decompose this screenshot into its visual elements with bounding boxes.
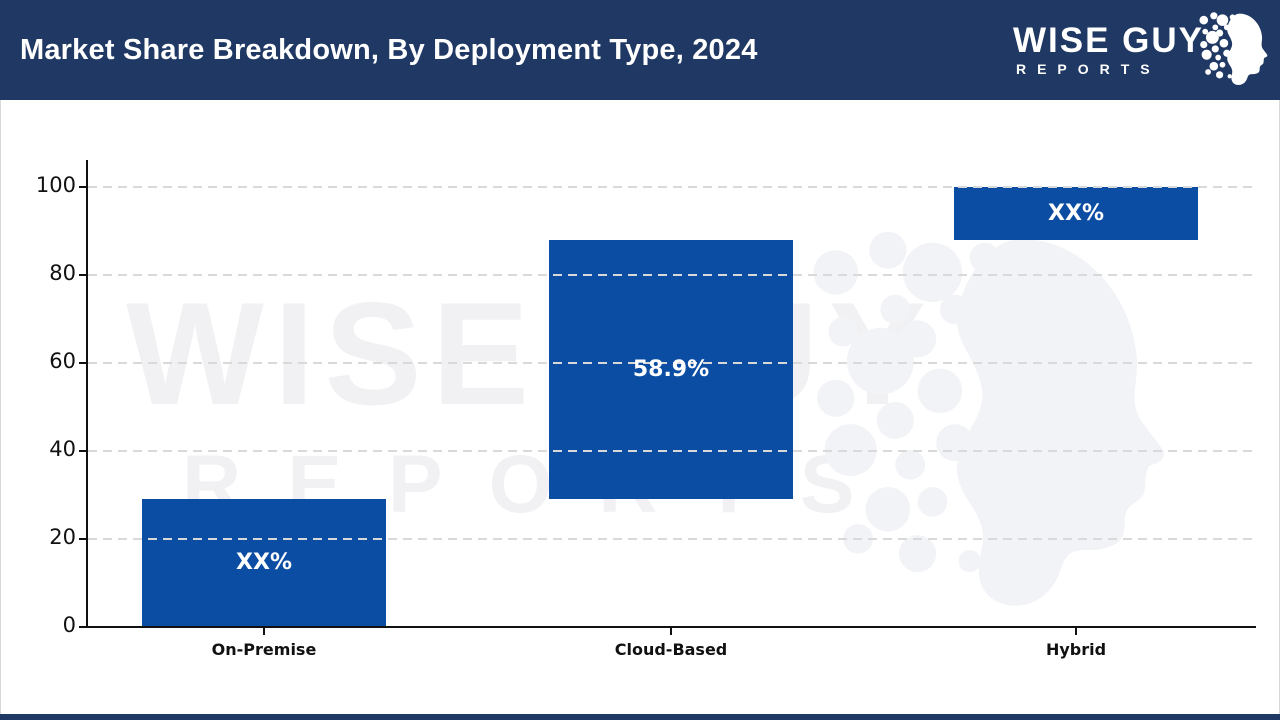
gridline-100 [88, 186, 1256, 188]
x-axis-line [86, 626, 1256, 628]
bar-value-label-Cloud-Based: 58.9% [632, 357, 710, 383]
wise-guy-reports-logo: WISE GUY REPORTS [1013, 4, 1270, 96]
y-axis-line [86, 160, 88, 628]
bar-On-Premise [142, 499, 386, 627]
x-tick-mark-On-Premise [263, 628, 265, 635]
logo-wordmark: WISE GUY [1012, 21, 1204, 60]
y-tick-label-40: 40 [49, 437, 76, 461]
gridline-80 [88, 274, 1256, 276]
y-tick-label-100: 100 [35, 173, 76, 197]
watermark-head-silhouette [813, 231, 1165, 606]
x-tick-mark-Cloud-Based [670, 628, 672, 635]
footer-bar [0, 714, 1280, 720]
y-tick-label-0: 0 [62, 613, 76, 637]
y-tick-mark-80 [79, 274, 86, 276]
gridline-20 [88, 538, 1256, 540]
gridline-40 [88, 450, 1256, 452]
bar-value-label-Hybrid: XX% [1048, 201, 1104, 226]
x-category-label-Hybrid: Hybrid [1045, 640, 1107, 659]
header-bar: Market Share Breakdown, By Deployment Ty… [0, 0, 1280, 100]
y-tick-label-20: 20 [49, 525, 76, 549]
y-tick-mark-60 [79, 362, 86, 364]
logo-subtitle: REPORTS [1015, 61, 1161, 77]
bar-Hybrid [954, 187, 1198, 241]
x-tick-mark-Hybrid [1075, 628, 1077, 635]
gridline-60 [88, 362, 1256, 364]
y-tick-label-80: 80 [49, 261, 76, 285]
y-tick-mark-40 [79, 450, 86, 452]
x-category-label-Cloud-Based: Cloud-Based [614, 640, 728, 659]
page-title: Market Share Breakdown, By Deployment Ty… [20, 33, 758, 66]
bar-value-label-On-Premise: XX% [236, 550, 292, 576]
y-tick-label-60: 60 [49, 349, 76, 373]
y-tick-mark-20 [79, 538, 86, 540]
bar-Cloud-Based [549, 240, 793, 500]
y-tick-mark-100 [79, 186, 86, 188]
x-category-label-On-Premise: On-Premise [211, 640, 317, 659]
logo-text: WISE GUY REPORTS [1012, 21, 1204, 78]
y-tick-mark-0 [79, 626, 86, 628]
head-silhouette-icon [1199, 12, 1268, 85]
